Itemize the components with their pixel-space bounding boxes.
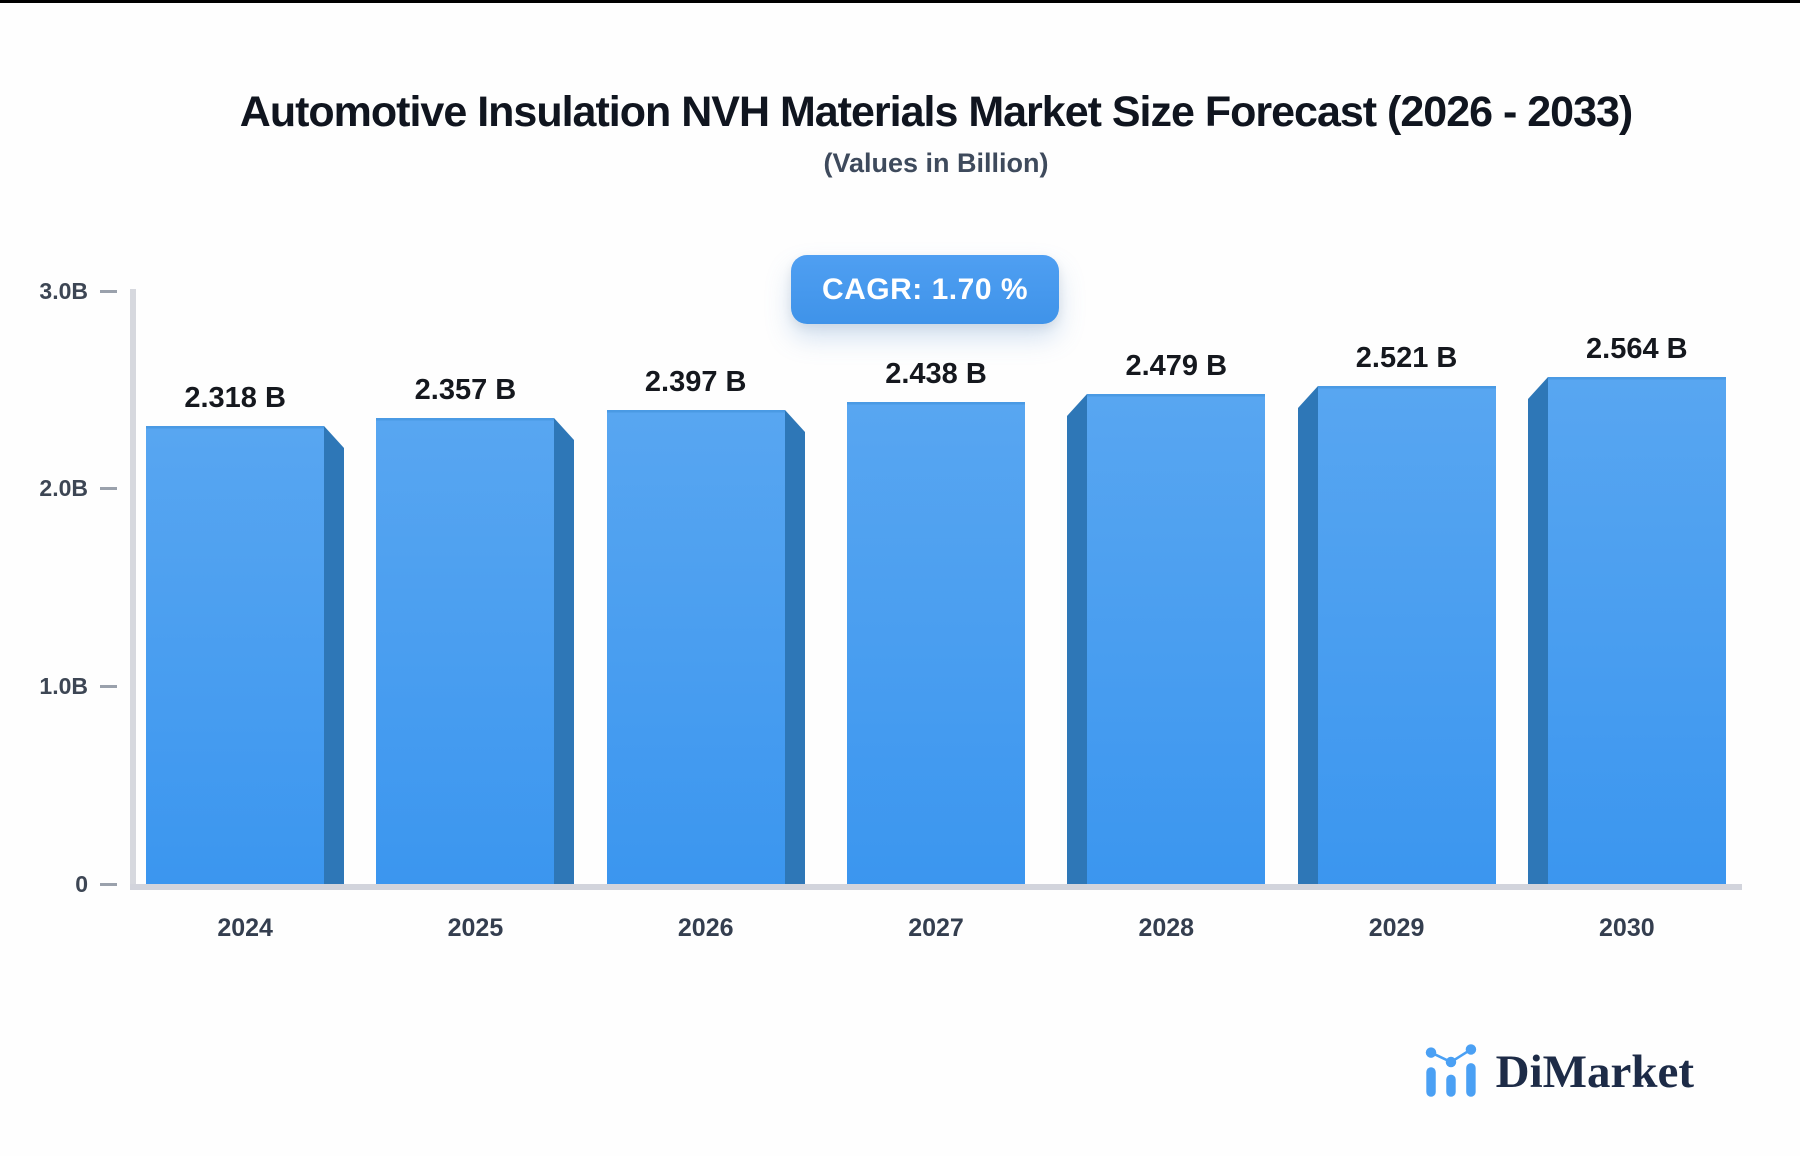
bar-value-label-2030: 2.564 B: [1586, 333, 1688, 365]
bar-2030: [1527, 377, 1726, 884]
y-tick-label: 0: [75, 870, 88, 897]
y-tick-dash: [100, 487, 117, 491]
x-axis-label-2026: 2026: [677, 914, 734, 942]
cagr-label: CAGR: 1.70 %: [821, 272, 1029, 306]
bar-value-label-2026: 2.397 B: [644, 366, 747, 398]
bar-2026: [606, 410, 805, 884]
brand-logo: DiMarket: [1420, 1040, 1694, 1103]
bar-2027: [847, 402, 1025, 884]
x-axis-line: [130, 884, 1742, 890]
x-axis-label-2027: 2027: [908, 914, 964, 942]
bar-side-face: [554, 418, 575, 884]
top-border: [0, 0, 1800, 3]
y-tick-3.0B: 3.0B: [0, 277, 117, 305]
bar-value-label-2028: 2.479 B: [1125, 350, 1228, 382]
y-tick-0: 0: [0, 870, 117, 898]
y-tick-label: 3.0B: [39, 277, 88, 304]
bar-value-label-2024: 2.318 B: [184, 382, 286, 414]
x-axis-label-2024: 2024: [217, 914, 273, 942]
chart-title: Automotive Insulation NVH Materials Mark…: [239, 88, 1633, 136]
x-axis-label-2025: 2025: [447, 914, 504, 942]
bar-side-face: [1067, 394, 1088, 884]
y-tick-1.0B: 1.0B: [0, 672, 117, 700]
bar-value-label-2025: 2.357 B: [414, 374, 517, 406]
dimarket-logo-icon: [1425, 1044, 1476, 1097]
bar-value-label-2027: 2.438 B: [885, 358, 987, 390]
y-tick-label: 2.0B: [39, 475, 88, 502]
bar-side-face: [1527, 377, 1548, 884]
bar-2029: [1297, 386, 1496, 884]
brand-name: DiMarket: [1495, 1045, 1694, 1098]
bar-2025: [376, 418, 575, 884]
y-tick-dash: [100, 289, 117, 293]
y-tick-label: 1.0B: [39, 672, 88, 699]
bar-side-face: [784, 410, 805, 884]
x-axis-label-2030: 2030: [1599, 914, 1655, 942]
bar-side-face: [1297, 386, 1318, 884]
y-tick-dash: [100, 882, 117, 886]
y-tick-2.0B: 2.0B: [0, 475, 117, 503]
y-axis-line: [130, 289, 136, 890]
x-axis-label-2029: 2029: [1368, 914, 1425, 942]
chart-subtitle: (Values in Billion): [823, 148, 1049, 178]
y-tick-dash: [100, 684, 117, 688]
bar-2024: [146, 426, 345, 884]
x-axis-label-2028: 2028: [1138, 914, 1195, 942]
bar-value-label-2029: 2.521 B: [1355, 342, 1458, 374]
bar-side-face: [324, 426, 345, 884]
cagr-badge: CAGR: 1.70 %: [791, 255, 1059, 324]
bar-2028: [1067, 394, 1266, 884]
